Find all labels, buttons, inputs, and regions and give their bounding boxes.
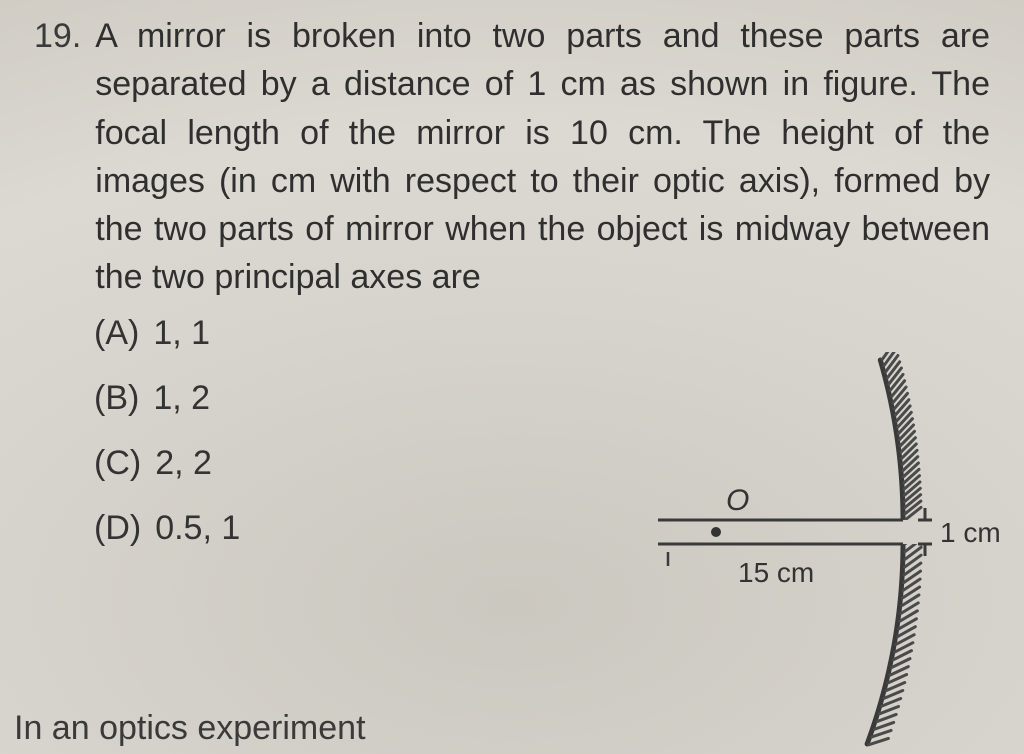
- question-block: 19. A mirror is broken into two parts an…: [34, 12, 990, 302]
- mirror-diagram: 1 cm O 15 cm: [588, 352, 1018, 752]
- question-number: 19.: [34, 12, 81, 302]
- option-c-label: (C): [94, 444, 141, 483]
- axis-dimension-label: 15 cm: [738, 557, 814, 588]
- next-question-partial: In an optics experiment: [14, 709, 366, 748]
- page-content: 19. A mirror is broken into two parts an…: [0, 0, 1024, 754]
- option-b-label: (B): [94, 379, 139, 418]
- gap-label: 1 cm: [940, 517, 1001, 548]
- option-a-text: 1, 1: [153, 314, 210, 353]
- option-b-text: 1, 2: [153, 379, 210, 418]
- option-a-label: (A): [94, 314, 139, 353]
- option-d-text: 0.5, 1: [155, 509, 240, 548]
- option-d-label: (D): [94, 509, 141, 548]
- object-dot: [711, 527, 721, 537]
- question-text: A mirror is broken into two parts and th…: [95, 12, 990, 302]
- option-c-text: 2, 2: [155, 444, 212, 483]
- object-label: O: [726, 484, 749, 517]
- option-a: (A) 1, 1: [94, 314, 990, 353]
